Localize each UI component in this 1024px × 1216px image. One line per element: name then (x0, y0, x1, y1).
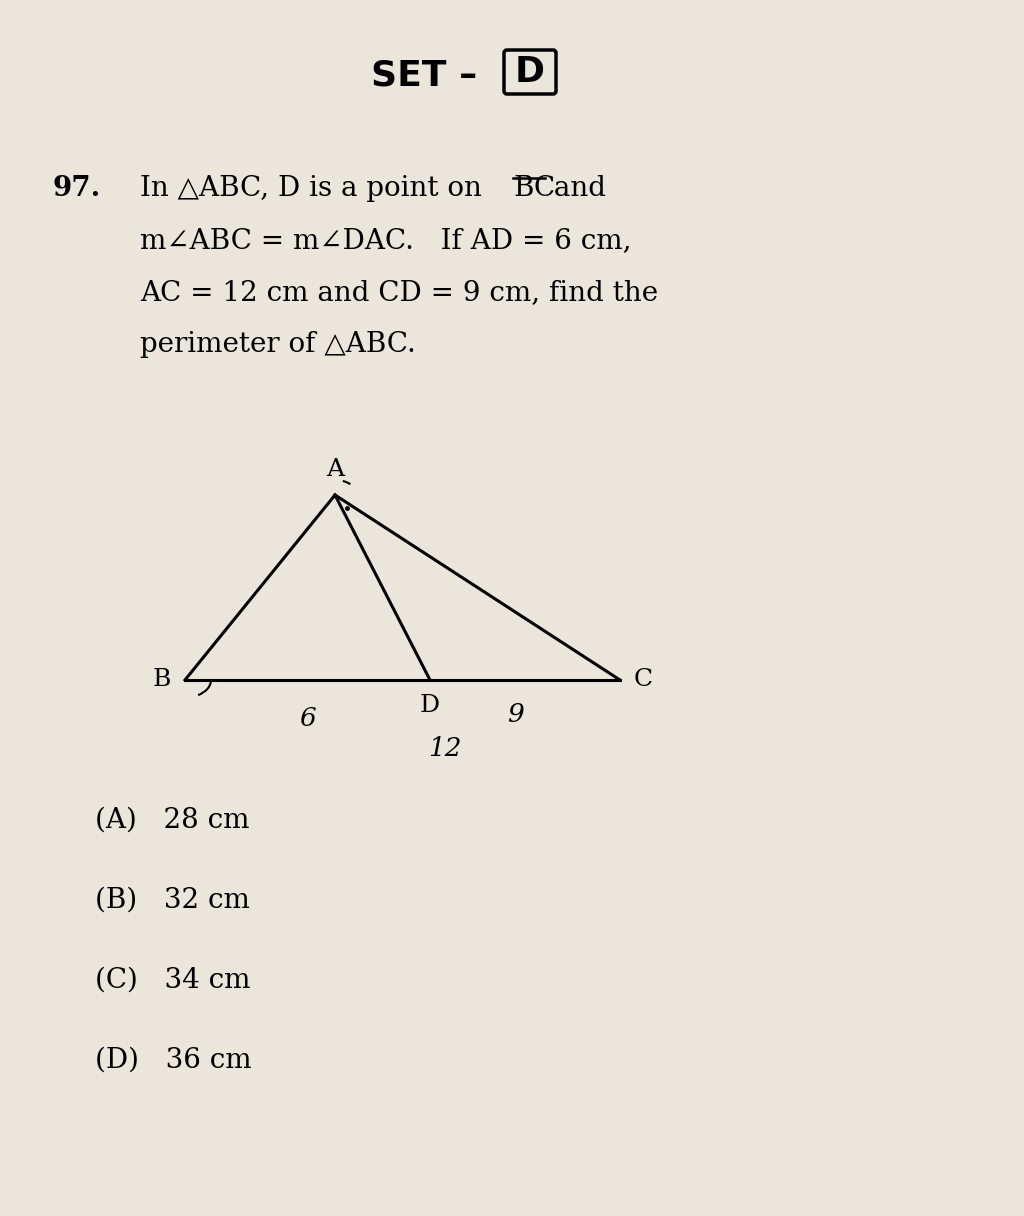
Text: perimeter of △ABC.: perimeter of △ABC. (140, 331, 416, 358)
Text: m∠ABC = m∠DAC.   If AD = 6 cm,: m∠ABC = m∠DAC. If AD = 6 cm, (140, 227, 632, 254)
Text: B: B (153, 669, 171, 692)
Text: (A)   28 cm: (A) 28 cm (95, 806, 250, 833)
Text: 9: 9 (507, 703, 523, 727)
Text: 12: 12 (428, 736, 462, 760)
Text: 6: 6 (299, 705, 315, 731)
Text: BC: BC (513, 175, 555, 202)
Text: A: A (326, 458, 344, 482)
Text: and: and (545, 175, 606, 202)
Text: 97.: 97. (52, 175, 100, 202)
FancyBboxPatch shape (504, 50, 556, 94)
Text: SET –: SET – (371, 58, 490, 92)
Text: D: D (515, 55, 545, 89)
Text: (D)   36 cm: (D) 36 cm (95, 1047, 252, 1074)
Text: D: D (420, 694, 440, 717)
Text: (B)   32 cm: (B) 32 cm (95, 886, 250, 913)
Text: (C)   34 cm: (C) 34 cm (95, 967, 251, 993)
Text: AC = 12 cm and CD = 9 cm, find the: AC = 12 cm and CD = 9 cm, find the (140, 278, 658, 306)
Text: C: C (634, 669, 653, 692)
Text: In △ABC, D is a point on: In △ABC, D is a point on (140, 175, 490, 202)
